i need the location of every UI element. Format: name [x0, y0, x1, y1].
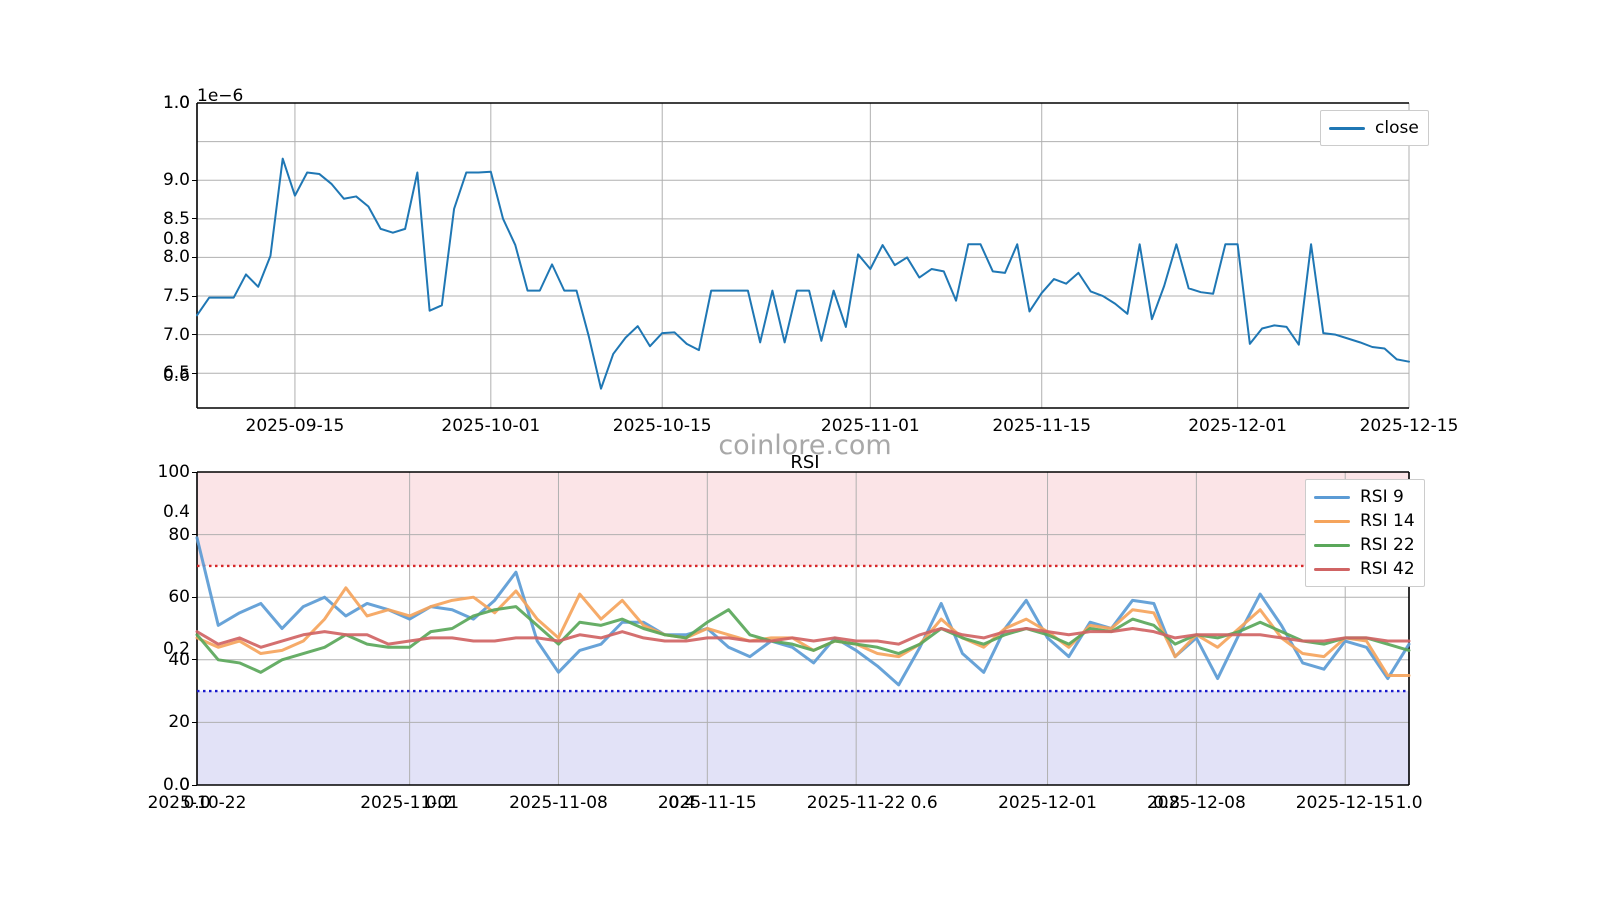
- price-x-tick-label: 2025-12-15: [1359, 416, 1459, 436]
- rsi-x-tick-label: 2025-12-08: [1146, 793, 1246, 813]
- price-x-tick-label: 2025-10-15: [612, 416, 712, 436]
- coinlore-watermark: coinlore.com: [718, 430, 892, 461]
- legend-item[interactable]: close: [1329, 116, 1419, 140]
- legend-label: close: [1375, 118, 1419, 138]
- price-chart-legend[interactable]: close: [1320, 110, 1429, 146]
- rsi-y-tick-mark: [192, 471, 197, 473]
- rsi-y-tick-mark: [192, 596, 197, 598]
- legend-item[interactable]: RSI 22: [1314, 533, 1415, 557]
- rsi-chart-legend[interactable]: RSI 9 RSI 14 RSI 22 RSI 42: [1305, 479, 1425, 587]
- overlay-y-tick-label: 0.0: [162, 775, 190, 795]
- legend-item[interactable]: RSI 9: [1314, 485, 1415, 509]
- price-x-tick-label: 2025-09-15: [245, 416, 345, 436]
- rsi-x-tick-label: 2025-11-08: [509, 793, 608, 813]
- price-y-tick-mark: [192, 218, 197, 220]
- price-x-tick-label: 2025-11-15: [992, 416, 1092, 436]
- rsi-y-tick-label: 0: [179, 775, 190, 795]
- price-y-offset-label: 1e−6: [197, 86, 244, 106]
- overlay-y-tick-label: 0.4: [162, 502, 190, 523]
- legend-color-swatch: [1314, 519, 1350, 523]
- price-y-tick-label: 7.5: [162, 286, 190, 307]
- legend-color-swatch: [1314, 543, 1350, 547]
- price-y-tick-mark: [192, 256, 197, 258]
- rsi-y-tick-mark: [192, 659, 197, 661]
- rsi-x-tick-label: 2025-11-01: [360, 793, 460, 813]
- price-y-tick-mark: [192, 179, 197, 181]
- rsi-x-tick-label: 2025-11-15: [657, 793, 757, 813]
- legend-label: RSI 9: [1360, 487, 1404, 507]
- price-x-tick-label: 2025-11-01: [820, 416, 920, 436]
- rsi-x-tick-label: 2025-12-01: [998, 793, 1097, 813]
- price-y-tick-mark: [192, 295, 197, 297]
- legend-label: RSI 14: [1360, 511, 1415, 531]
- price-y-tick-label: 6.5: [162, 363, 190, 384]
- rsi-x-tick-label: 2025-12-15: [1295, 793, 1395, 813]
- rsi-y-tick-mark: [192, 721, 197, 723]
- legend-label: RSI 22: [1360, 535, 1415, 555]
- legend-color-swatch: [1314, 495, 1350, 499]
- legend-color-swatch: [1314, 567, 1350, 571]
- rsi-x-tick-label: 2025-11-22: [806, 793, 906, 813]
- rsi-y-tick-label: 100: [157, 462, 190, 482]
- price-y-tick-label: 7.0: [162, 324, 190, 345]
- rsi-x-tick-label: 2025-10-22: [147, 793, 247, 813]
- price-x-tick-label: 2025-12-01: [1188, 416, 1287, 436]
- overlay-y-tick-label: 0.8: [162, 229, 190, 250]
- overlay-x-tick-label: 1.0: [1395, 793, 1423, 813]
- legend-color-swatch: [1329, 126, 1365, 130]
- rsi-y-tick-label: 40: [168, 649, 190, 670]
- price-y-tick-label: 9.0: [162, 170, 190, 191]
- price-chart-svg: [196, 102, 1410, 409]
- legend-item[interactable]: RSI 14: [1314, 509, 1415, 533]
- rsi-y-tick-label: 60: [168, 587, 190, 608]
- rsi-chart-svg: [195, 471, 1411, 786]
- overlay-y-tick-label: 1.0: [162, 93, 190, 113]
- price-x-tick-label: 2025-10-01: [441, 416, 541, 436]
- price-y-tick-mark: [192, 372, 197, 374]
- price-y-tick-label: 8.0: [162, 247, 190, 268]
- overlay-x-tick-label: 0.4: [668, 793, 696, 813]
- rsi-y-tick-label: 80: [168, 524, 190, 545]
- overlay-x-tick-label: 0.8: [1153, 793, 1181, 813]
- rsi-y-tick-label: 20: [168, 712, 190, 733]
- rsi-y-tick-mark: [192, 534, 197, 536]
- rsi-y-tick-mark: [192, 784, 197, 786]
- rsi-panel-title: RSI: [790, 452, 820, 473]
- overlay-x-tick-label: 0.6: [910, 793, 938, 813]
- overlay-x-tick-label: 0.0: [183, 793, 211, 813]
- price-chart-panel: [196, 102, 1410, 409]
- price-y-tick-label-top: 1.0: [162, 93, 190, 113]
- price-y-tick-mark: [192, 334, 197, 336]
- overlay-y-tick-label: 0.2: [162, 638, 190, 659]
- rsi-chart-panel: [195, 471, 1411, 786]
- legend-label: RSI 42: [1360, 559, 1415, 579]
- overlay-y-tick-label: 0.6: [162, 365, 190, 386]
- legend-item[interactable]: RSI 42: [1314, 557, 1415, 581]
- overlay-x-tick-label: 0.2: [425, 793, 453, 813]
- price-y-tick-label: 8.5: [162, 208, 190, 229]
